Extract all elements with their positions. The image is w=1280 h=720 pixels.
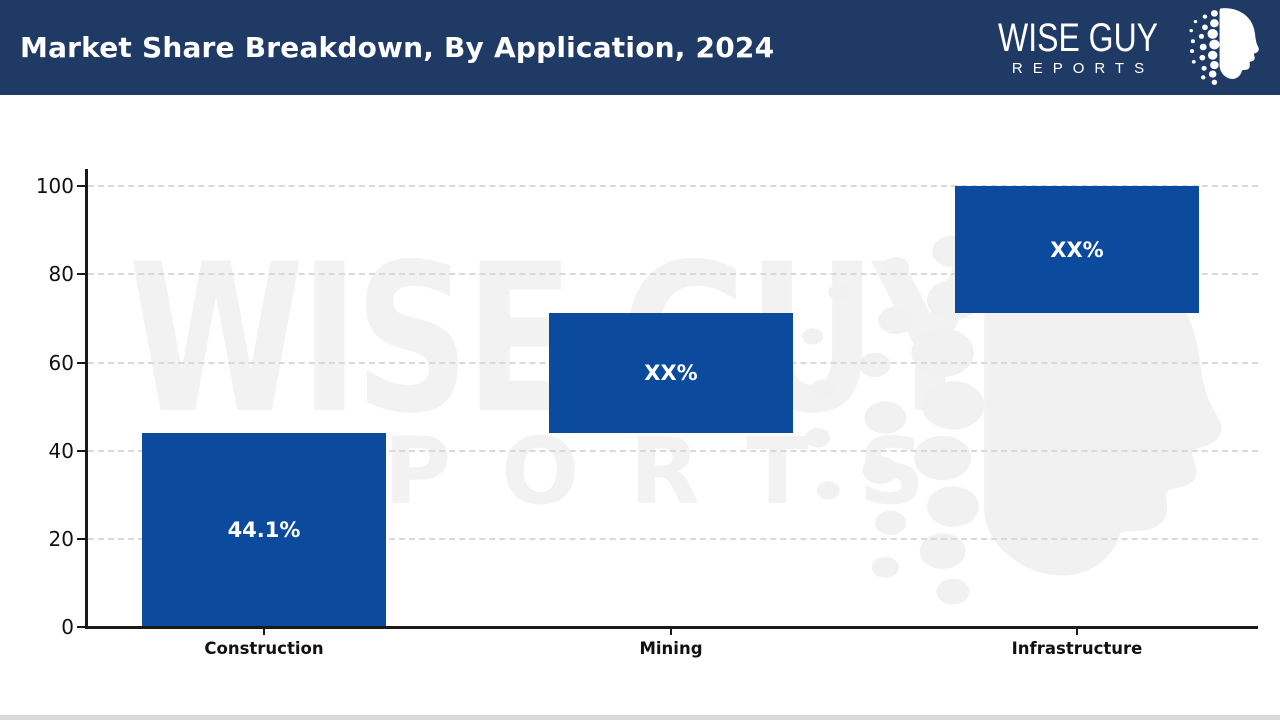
footer-accent-bar xyxy=(0,715,1280,720)
bar xyxy=(142,432,386,627)
y-tick xyxy=(77,185,85,188)
x-category-label: Construction xyxy=(204,639,324,658)
x-axis-line xyxy=(85,626,1258,629)
gridline xyxy=(88,185,1258,188)
gridline xyxy=(88,449,1258,452)
y-tick-label: 100 xyxy=(35,174,74,199)
bar-value-label: XX% xyxy=(644,360,698,385)
x-tick xyxy=(1076,628,1078,635)
brand-logo: WISE GUY REPORTS xyxy=(978,6,1266,88)
header-bar: Market Share Breakdown, By Application, … xyxy=(0,0,1280,95)
y-tick-label: 80 xyxy=(48,262,74,287)
y-tick xyxy=(77,273,85,276)
y-tick xyxy=(77,626,85,628)
gridline xyxy=(88,273,1258,276)
x-category-label: Mining xyxy=(639,639,703,658)
y-tick-label: 20 xyxy=(48,526,74,551)
y-tick xyxy=(77,449,85,452)
y-tick-label: 40 xyxy=(48,438,74,463)
y-tick-label: 60 xyxy=(48,350,74,375)
page-title: Market Share Breakdown, By Application, … xyxy=(20,31,775,64)
wiseguy-face-logo-icon xyxy=(1189,8,1259,85)
y-tick xyxy=(77,537,85,540)
y-tick xyxy=(77,361,85,364)
logo-subtext: REPORTS xyxy=(1011,59,1155,77)
bar-value-label: 44.1% xyxy=(227,517,301,542)
x-category-label: Infrastructure xyxy=(1011,639,1143,658)
bar xyxy=(549,312,793,433)
bar-value-label: XX% xyxy=(1050,237,1104,262)
gridline xyxy=(88,537,1258,540)
y-tick-label: 0 xyxy=(61,615,74,639)
x-tick xyxy=(263,628,265,635)
x-tick xyxy=(670,628,672,635)
y-axis-line xyxy=(85,169,88,629)
logo-wordmark: WISE GUY xyxy=(997,15,1158,60)
